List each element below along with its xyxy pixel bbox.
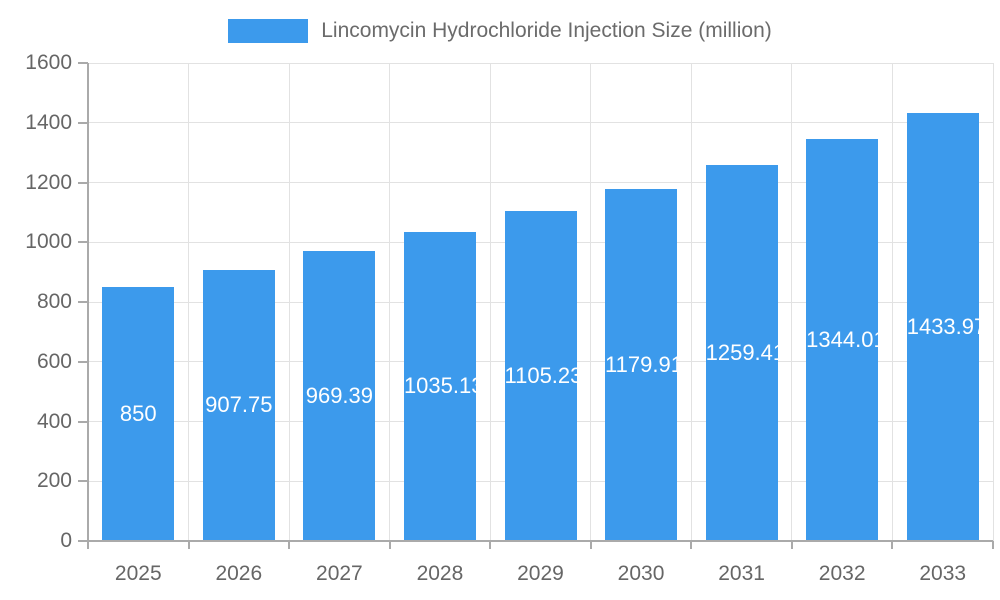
bar-2032[interactable]: 1344.01 (806, 139, 879, 541)
gridline-x-2 (288, 63, 290, 541)
x-axis-tick-4 (489, 541, 492, 549)
x-axis-tick-9 (992, 541, 994, 549)
y-axis-tick-0 (78, 540, 88, 542)
legend-label: Lincomycin Hydrochloride Injection Size … (321, 19, 772, 42)
x-axis-tick-5 (589, 541, 592, 549)
gridline-x-6 (690, 63, 692, 541)
bar-value-label-2030: 1179.91 (605, 351, 678, 377)
bar-2029[interactable]: 1105.23 (504, 210, 577, 541)
x-axis-tick-8 (891, 541, 894, 549)
x-tick-label-2025: 2025 (114, 562, 162, 585)
bar-value-label-2029: 1105.23 (504, 362, 577, 388)
y-axis-tick-1400 (78, 121, 88, 124)
x-axis-line (87, 540, 993, 542)
y-tick-label-800: 800 (36, 290, 72, 313)
bar-value-label-2027: 969.39 (305, 383, 374, 409)
y-tick-label-1000: 1000 (25, 230, 72, 254)
y-axis-tick-400 (78, 420, 88, 423)
chart-legend[interactable]: Lincomycin Hydrochloride Injection Size … (0, 17, 1000, 45)
bar-value-label-2032: 1344.01 (806, 327, 879, 353)
x-tick-label-2032: 2032 (818, 562, 866, 585)
bar-2031[interactable]: 1259.41 (705, 164, 778, 541)
y-axis-tick-1600 (78, 62, 88, 64)
y-tick-label-1200: 1200 (25, 170, 72, 194)
gridline-x-4 (489, 63, 491, 541)
legend-swatch (228, 19, 309, 43)
bar-value-label-2026: 907.75 (205, 392, 273, 418)
x-tick-label-2030: 2030 (617, 562, 665, 585)
gridline-x-1 (188, 63, 190, 541)
y-tick-label-400: 400 (36, 409, 72, 433)
bar-2025[interactable]: 850 (102, 287, 175, 541)
bar-2030[interactable]: 1179.91 (605, 188, 678, 541)
x-tick-label-2029: 2029 (517, 562, 564, 585)
x-tick-label-2027: 2027 (316, 562, 363, 585)
y-tick-label-0: 0 (60, 529, 72, 552)
bar-2033[interactable]: 1433.97 (906, 112, 979, 541)
x-axis-tick-1 (187, 541, 190, 549)
x-axis-tick-6 (690, 541, 693, 549)
x-axis-tick-2 (288, 541, 291, 549)
bar-2026[interactable]: 907.75 (202, 269, 275, 541)
gridline-y-1400 (88, 122, 993, 124)
x-tick-label-2033: 2033 (919, 562, 967, 585)
y-axis-line (87, 63, 89, 541)
gridline-x-9 (992, 63, 994, 541)
y-axis-tick-800 (78, 301, 88, 303)
gridline-x-8 (891, 63, 893, 541)
bar-value-label-2025: 850 (119, 401, 157, 427)
x-tick-label-2031: 2031 (718, 562, 765, 585)
bar-value-label-2033: 1433.97 (906, 313, 979, 339)
bar-2028[interactable]: 1035.13 (403, 231, 476, 541)
y-tick-label-1400: 1400 (25, 110, 72, 134)
y-axis-tick-1000 (78, 241, 88, 244)
y-axis-tick-1200 (78, 181, 88, 184)
y-tick-label-1600: 1600 (25, 51, 72, 74)
bar-value-label-2028: 1035.13 (403, 373, 476, 399)
y-axis-tick-200 (78, 480, 88, 483)
y-tick-label-600: 600 (36, 349, 72, 373)
x-tick-label-2026: 2026 (215, 562, 263, 585)
bar-2027[interactable]: 969.39 (303, 251, 376, 541)
gridline-y-1600 (88, 62, 993, 64)
gridline-y-1200 (88, 182, 993, 183)
x-axis-tick-7 (790, 541, 793, 549)
y-tick-label-200: 200 (36, 469, 72, 493)
gridline-x-3 (389, 63, 391, 541)
x-axis-tick-3 (388, 541, 391, 549)
x-axis-tick-0 (87, 541, 89, 549)
bar-value-label-2031: 1259.41 (705, 339, 778, 365)
gridline-x-7 (791, 63, 793, 541)
gridline-x-5 (590, 63, 592, 541)
y-axis-tick-600 (78, 360, 88, 363)
x-tick-label-2028: 2028 (416, 562, 464, 585)
